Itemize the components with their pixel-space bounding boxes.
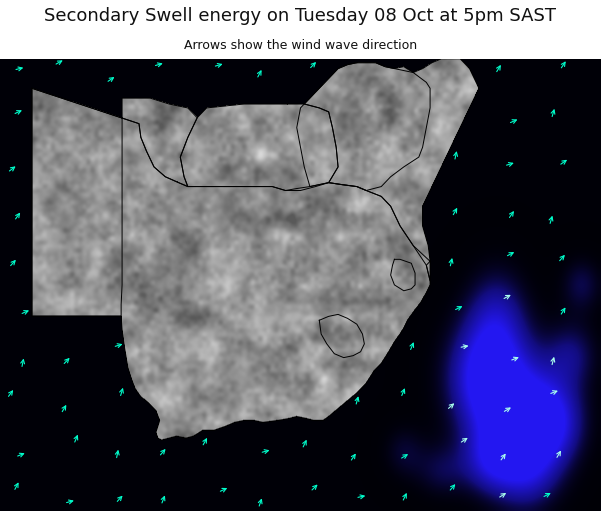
Text: Arrows show the wind wave direction: Arrows show the wind wave direction	[184, 39, 417, 52]
Text: Secondary Swell energy on Tuesday 08 Oct at 5pm SAST: Secondary Swell energy on Tuesday 08 Oct…	[44, 8, 557, 26]
